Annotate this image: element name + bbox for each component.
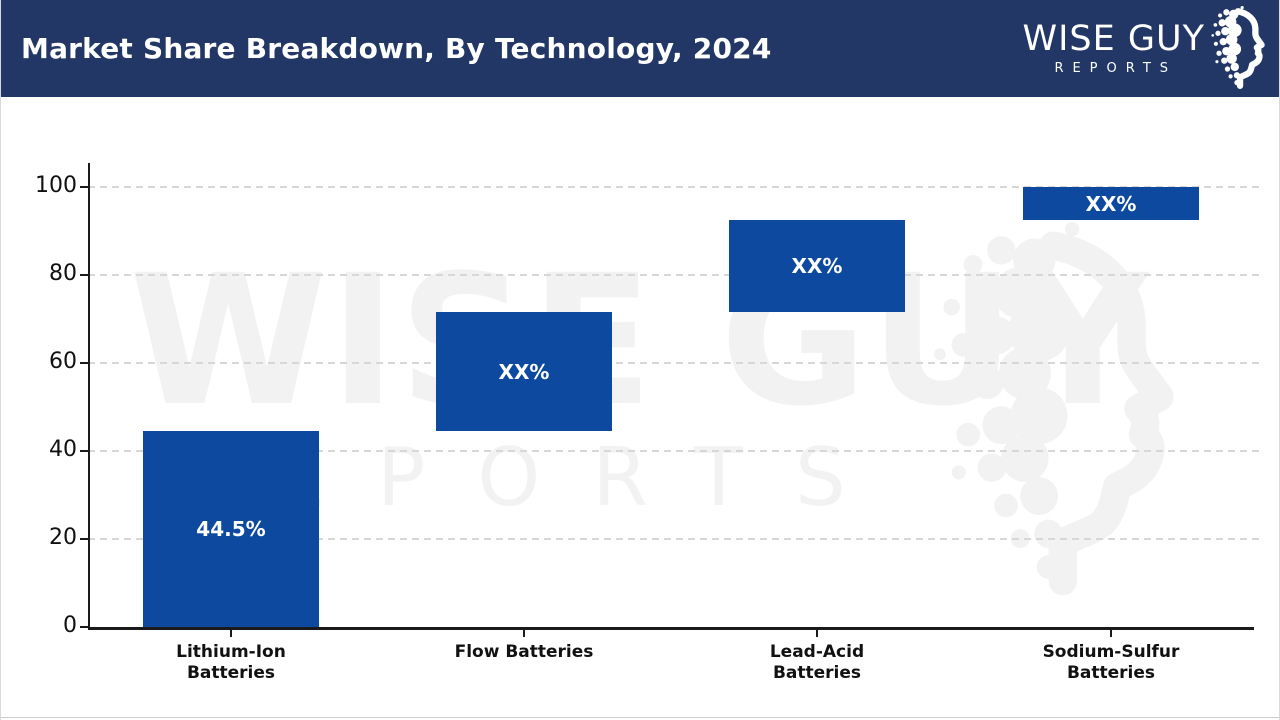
- bar-value-label: XX%: [791, 254, 843, 279]
- header-bar: Market Share Breakdown, By Technology, 2…: [1, 0, 1279, 97]
- x-axis-line: [88, 627, 1254, 630]
- gridline: [88, 274, 1259, 276]
- y-tick: [80, 538, 88, 540]
- x-tick-label-line: Flow Batteries: [454, 642, 594, 662]
- x-tick: [1110, 630, 1112, 637]
- bar-lithium-ion-batteries: 44.5%: [143, 431, 319, 627]
- y-tick-label: 100: [35, 173, 77, 198]
- logo-subtext: REPORTS: [1054, 61, 1178, 76]
- x-tick-label: Sodium-Sulfur Batteries: [1001, 642, 1221, 684]
- x-tick: [230, 630, 232, 637]
- y-axis-line: [88, 163, 90, 630]
- gridline: [88, 186, 1259, 188]
- chart-title: Market Share Breakdown, By Technology, 2…: [21, 32, 772, 65]
- bar-value-label: 44.5%: [196, 517, 266, 542]
- y-tick-label: 20: [49, 525, 77, 550]
- y-tick: [80, 450, 88, 452]
- x-tick-label-line: Sodium-Sulfur: [1042, 642, 1180, 662]
- bar-value-label: XX%: [498, 359, 550, 384]
- logo-text: WISE GUY REPORTS: [1022, 19, 1205, 77]
- gridline: [88, 538, 1259, 540]
- x-tick-label-line: Lead-Acid: [769, 642, 865, 662]
- x-tick: [816, 630, 818, 637]
- y-tick-label: 40: [49, 437, 77, 462]
- bar-lead-acid-batteries: XX%: [729, 220, 905, 313]
- y-tick: [80, 274, 88, 276]
- y-tick-label: 80: [49, 261, 77, 286]
- gridline: [88, 362, 1259, 364]
- bottom-divider: [1, 717, 1279, 718]
- x-tick-label: Lithium-Ion Batteries: [121, 642, 341, 684]
- logo-wordmark: WISE GUY: [1022, 19, 1205, 59]
- gridline: [88, 450, 1259, 452]
- x-tick-label-line: Lithium-Ion: [176, 642, 286, 662]
- bar-flow-batteries: XX%: [436, 312, 612, 432]
- y-tick: [80, 362, 88, 364]
- x-tick-label: Flow Batteries: [414, 642, 634, 663]
- bar-sodium-sulfur-batteries: XX%: [1023, 187, 1199, 220]
- x-tick-label-line: Batteries: [186, 663, 276, 683]
- x-tick-label-line: Batteries: [772, 663, 862, 683]
- bar-value-label: XX%: [1085, 191, 1137, 216]
- wise-guy-logo: WISE GUY REPORTS: [1022, 6, 1271, 90]
- x-tick-label-line: Batteries: [1066, 663, 1156, 683]
- y-tick-label: 0: [63, 613, 77, 638]
- x-tick: [523, 630, 525, 637]
- y-tick-label: 60: [49, 349, 77, 374]
- y-tick: [80, 186, 88, 188]
- x-tick-label: Lead-Acid Batteries: [707, 642, 927, 684]
- y-tick: [80, 626, 88, 628]
